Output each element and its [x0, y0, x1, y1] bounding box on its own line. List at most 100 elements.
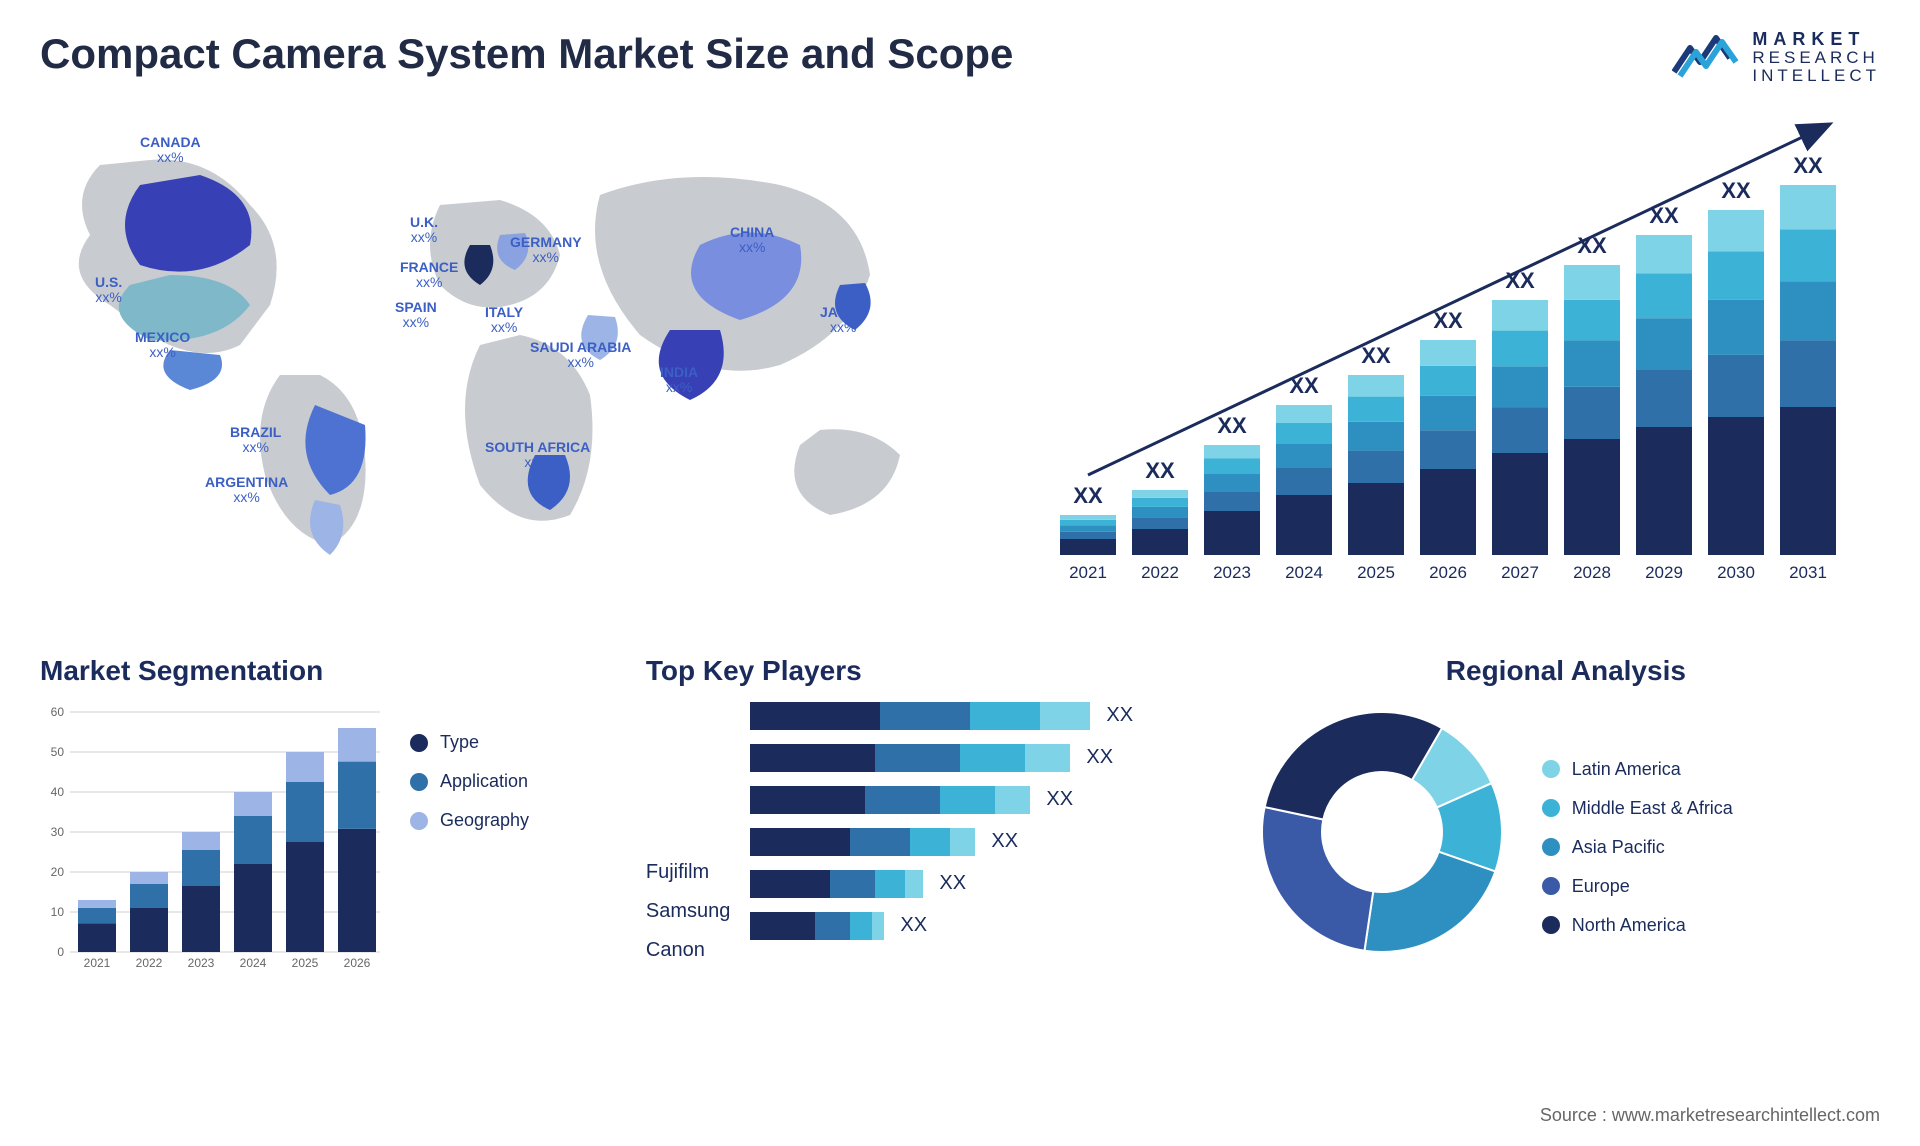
growth-year-label: 2028	[1560, 563, 1624, 583]
map-label: U.S.xx%	[95, 275, 122, 306]
player-bar-segment	[875, 870, 905, 898]
player-bar-segment	[865, 786, 940, 814]
seg-year-label: 2022	[127, 956, 171, 970]
page-title: Compact Camera System Market Size and Sc…	[40, 30, 1013, 78]
map-label: CANADAxx%	[140, 135, 201, 166]
player-value-label: XX	[1106, 704, 1133, 727]
seg-y-tick: 20	[40, 865, 64, 879]
player-bar-segment	[940, 786, 995, 814]
legend-item: Application	[410, 771, 529, 792]
logo-line3: INTELLECT	[1752, 67, 1880, 85]
legend-dot-icon	[410, 734, 428, 752]
legend-label: Latin America	[1572, 759, 1681, 780]
legend-label: Europe	[1572, 876, 1630, 897]
legend-dot-icon	[1542, 877, 1560, 895]
logo-line1: MARKET	[1752, 30, 1880, 49]
player-name: Canon	[646, 939, 731, 962]
map-label: BRAZILxx%	[230, 425, 281, 456]
regional-title: Regional Analysis	[1252, 655, 1880, 687]
player-bar	[750, 744, 1070, 772]
legend-item: North America	[1542, 915, 1733, 936]
player-bar-segment	[960, 744, 1025, 772]
growth-year-label: 2031	[1776, 563, 1840, 583]
legend-label: Middle East & Africa	[1572, 798, 1733, 819]
growth-value-label: XX	[1416, 308, 1480, 334]
player-bar-segment	[995, 786, 1030, 814]
growth-year-label: 2023	[1200, 563, 1264, 583]
seg-y-tick: 40	[40, 785, 64, 799]
player-bar-segment	[1040, 702, 1090, 730]
growth-year-label: 2027	[1488, 563, 1552, 583]
players-title: Top Key Players	[646, 655, 1222, 687]
player-bar-segment	[910, 828, 950, 856]
bottom-row: Market Segmentation 20212022202320242025…	[40, 655, 1880, 972]
legend-item: Europe	[1542, 876, 1733, 897]
player-bar-segment	[830, 870, 875, 898]
player-bar-segment	[750, 702, 880, 730]
player-bar-segment	[850, 912, 872, 940]
legend-label: Asia Pacific	[1572, 837, 1665, 858]
growth-value-label: XX	[1272, 373, 1336, 399]
segmentation-svg	[40, 702, 380, 972]
legend-label: North America	[1572, 915, 1686, 936]
growth-value-label: XX	[1776, 153, 1840, 179]
player-bar	[750, 786, 1030, 814]
regional-donut	[1252, 702, 1512, 962]
map-label: FRANCExx%	[400, 260, 458, 291]
growth-year-label: 2024	[1272, 563, 1336, 583]
player-name: Samsung	[646, 900, 731, 923]
source-text: Source : www.marketresearchintellect.com	[1540, 1105, 1880, 1126]
player-bar-segment	[750, 828, 850, 856]
seg-y-tick: 10	[40, 905, 64, 919]
map-label: SOUTH AFRICAxx%	[485, 440, 590, 471]
growth-year-label: 2026	[1416, 563, 1480, 583]
map-label: MEXICOxx%	[135, 330, 190, 361]
legend-dot-icon	[1542, 916, 1560, 934]
player-bar	[750, 912, 884, 940]
legend-item: Asia Pacific	[1542, 837, 1733, 858]
legend-label: Geography	[440, 810, 529, 831]
seg-y-tick: 0	[40, 945, 64, 959]
map-label: ARGENTINAxx%	[205, 475, 288, 506]
growth-value-label: XX	[1704, 178, 1768, 204]
logo-text: MARKET RESEARCH INTELLECT	[1752, 30, 1880, 85]
map-label: U.K.xx%	[410, 215, 438, 246]
brand-logo: MARKET RESEARCH INTELLECT	[1672, 30, 1880, 85]
seg-year-label: 2024	[231, 956, 275, 970]
player-bar-segment	[970, 702, 1040, 730]
growth-year-label: 2030	[1704, 563, 1768, 583]
player-bar-segment	[815, 912, 850, 940]
map-label: SAUDI ARABIAxx%	[530, 340, 631, 371]
growth-value-label: XX	[1128, 458, 1192, 484]
donut-svg	[1252, 702, 1512, 962]
world-map: CANADAxx% U.S.xx% MEXICOxx% BRAZILxx% ARGENT…	[40, 105, 1000, 605]
legend-item: Type	[410, 732, 529, 753]
player-bar-segment	[1025, 744, 1070, 772]
growth-year-label: 2022	[1128, 563, 1192, 583]
map-label: INDIAxx%	[660, 365, 698, 396]
growth-chart: 2021202220232024202520262027202820292030…	[1040, 105, 1860, 605]
player-value-label: XX	[991, 830, 1018, 853]
player-bar	[750, 702, 1090, 730]
legend-item: Geography	[410, 810, 529, 831]
seg-year-label: 2026	[335, 956, 379, 970]
regional-panel: Regional Analysis Latin America Middle Ea…	[1252, 655, 1880, 972]
player-value-label: XX	[1046, 788, 1073, 811]
map-label: CHINAxx%	[730, 225, 774, 256]
segmentation-chart: 202120222023202420252026 0102030405060	[40, 702, 380, 972]
growth-value-label: XX	[1488, 268, 1552, 294]
logo-line2: RESEARCH	[1752, 49, 1880, 67]
players-names: FujifilmSamsungCanon	[646, 702, 731, 972]
player-bar-segment	[905, 870, 923, 898]
player-bar-segment	[750, 744, 875, 772]
map-label: GERMANYxx%	[510, 235, 582, 266]
growth-value-label: XX	[1344, 343, 1408, 369]
players-chart: XXXXXXXXXXXX	[750, 702, 1190, 972]
player-bar-segment	[750, 912, 815, 940]
legend-dot-icon	[410, 812, 428, 830]
segmentation-panel: Market Segmentation 20212022202320242025…	[40, 655, 616, 972]
growth-value-label: XX	[1200, 413, 1264, 439]
logo-icon	[1672, 30, 1742, 85]
player-bar-segment	[872, 912, 884, 940]
player-bar-segment	[850, 828, 910, 856]
